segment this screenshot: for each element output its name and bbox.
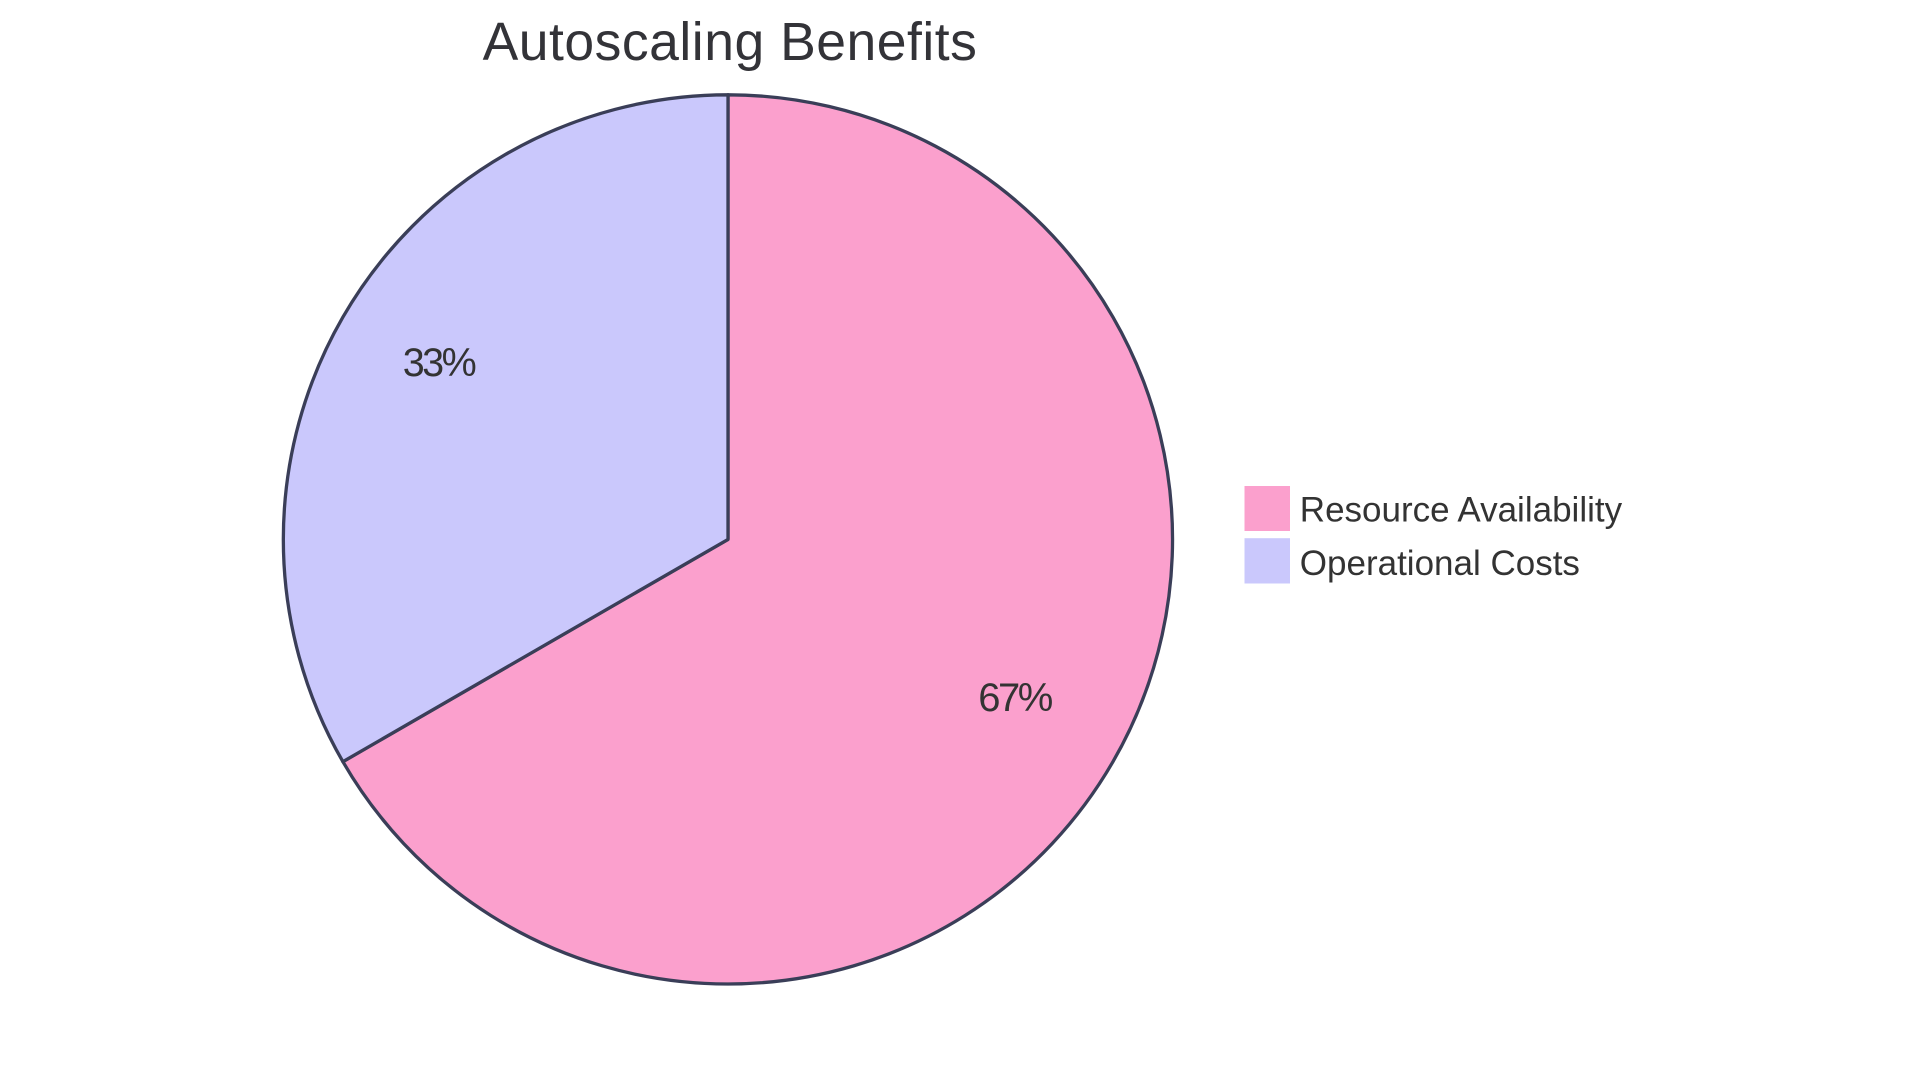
svg-text:Operational Costs: Operational Costs <box>1300 544 1580 583</box>
svg-text:33%: 33% <box>403 341 476 385</box>
svg-text:Autoscaling Benefits: Autoscaling Benefits <box>483 13 978 72</box>
svg-text:67%: 67% <box>978 676 1052 720</box>
svg-text:Resource Availability: Resource Availability <box>1300 491 1623 530</box>
